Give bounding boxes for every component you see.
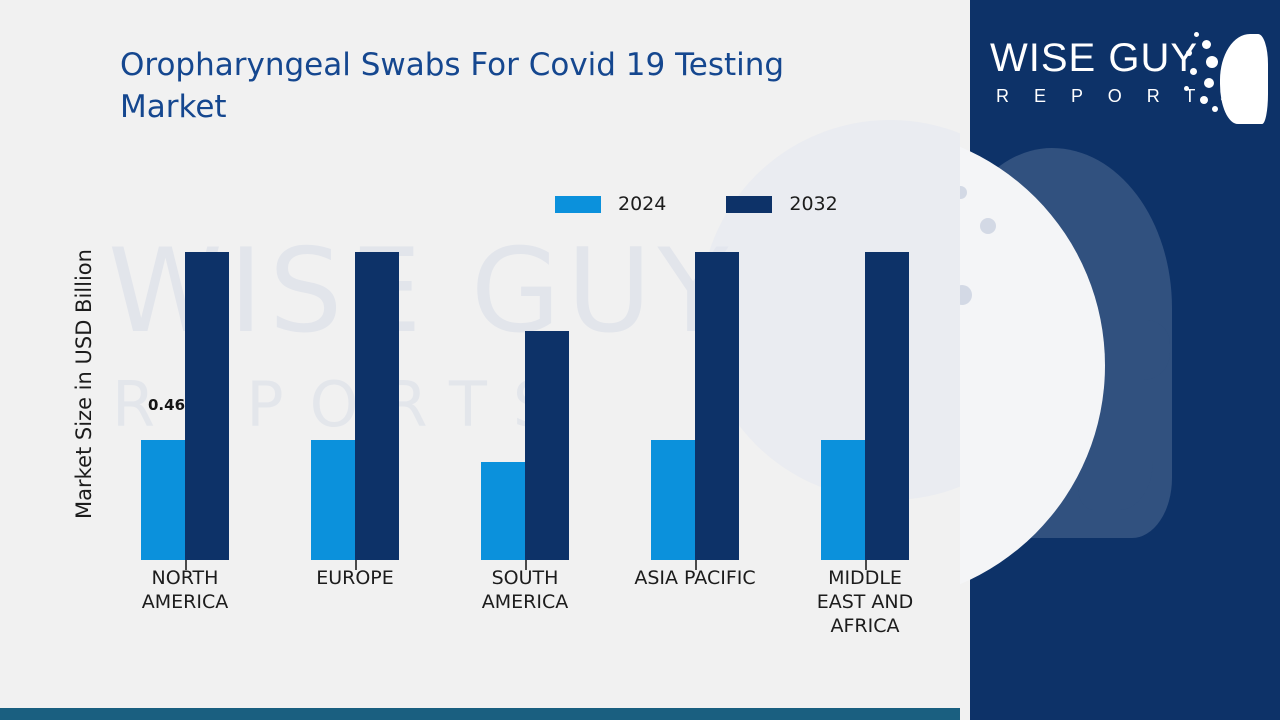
legend-label-2032: 2032 <box>789 193 838 215</box>
x-label-middle-east-and-africa: MIDDLE EAST AND AFRICA <box>816 567 914 637</box>
bar-2032-north-america[interactable] <box>185 252 229 560</box>
brand-panel: WISE GUY R E P O R T S <box>960 0 1280 720</box>
bar-2024-asia-pacific[interactable] <box>651 440 695 560</box>
molecule-dot-icon <box>960 186 967 199</box>
legend-swatch-2032 <box>726 195 773 213</box>
bar-2032-europe[interactable] <box>355 252 399 560</box>
bar-2024-south-america[interactable] <box>481 462 525 560</box>
chart-legend: 2024 2032 <box>555 193 838 215</box>
logo-dot-icon <box>1202 40 1211 49</box>
bar-2024-north-america[interactable] <box>141 440 185 560</box>
logo-head-profile-shape <box>1220 34 1268 124</box>
x-label-asia-pacific: ASIA PACIFIC <box>634 567 756 589</box>
logo-dot-icon <box>1186 50 1192 56</box>
x-label-north-america: NORTH AMERICA <box>141 567 229 613</box>
x-tick-south-america <box>525 560 527 570</box>
bar-2032-south-america[interactable] <box>525 331 569 560</box>
bar-group-europe: EUROPE <box>300 200 410 589</box>
bars-south-america <box>470 200 580 560</box>
legend-label-2024: 2024 <box>618 193 667 215</box>
bar-group-asia-pacific: ASIA PACIFIC <box>634 200 756 589</box>
logo-dot-icon <box>1184 86 1189 91</box>
logo-dot-icon <box>1206 56 1218 68</box>
bar-2032-asia-pacific[interactable] <box>695 252 739 560</box>
logo-wordmark: WISE GUY <box>990 36 1199 80</box>
bar-2032-middle-east-and-africa[interactable] <box>865 252 909 560</box>
page-title: Oropharyngeal Swabs For Covid 19 Testing… <box>120 47 785 125</box>
x-label-south-america: SOUTH AMERICA <box>481 567 569 613</box>
logo-tagline: R E P O R T S <box>996 86 1243 106</box>
head-nose-shape <box>1110 320 1170 380</box>
bars-middle-east-and-africa <box>810 200 920 560</box>
bar-group-middle-east-and-africa: MIDDLE EAST AND AFRICA <box>810 200 920 637</box>
legend-item-2032[interactable]: 2032 <box>726 193 838 215</box>
bars-north-america <box>130 200 240 560</box>
bar-group-south-america: SOUTH AMERICA <box>470 200 580 613</box>
molecule-dot-icon <box>960 285 972 305</box>
x-tick-asia-pacific <box>695 560 697 570</box>
legend-item-2024[interactable]: 2024 <box>555 193 666 215</box>
chart-panel: WISE GUY REPORTS Oropharyngeal Swabs For… <box>0 47 960 720</box>
y-axis-label: Market Size in USD Billion <box>72 249 96 519</box>
bar-2024-europe[interactable] <box>311 440 355 560</box>
footer-accent-bar <box>0 708 960 720</box>
x-label-europe: EUROPE <box>316 567 394 589</box>
x-tick-north-america <box>185 560 187 570</box>
logo-dot-icon <box>1212 106 1218 112</box>
bars-asia-pacific <box>640 200 750 560</box>
brand-logo: WISE GUY R E P O R T S <box>990 32 1268 124</box>
x-tick-europe <box>355 560 357 570</box>
x-tick-middle-east-and-africa <box>865 560 867 570</box>
logo-dot-icon <box>1200 96 1208 104</box>
bars-europe <box>300 200 410 560</box>
logo-dot-icon <box>1194 32 1199 37</box>
logo-head-icon <box>1180 30 1270 128</box>
logo-dot-icon <box>1204 78 1214 88</box>
legend-swatch-2024 <box>555 195 601 213</box>
bar-group-north-america: 0.46 NORTH AMERICA <box>130 200 240 613</box>
bar-value-north-america-2024: 0.46 <box>148 396 186 414</box>
logo-dot-icon <box>1190 68 1197 75</box>
plot-area: 0.46 NORTH AMERICA EUROPE <box>110 200 940 637</box>
bar-2024-middle-east-and-africa[interactable] <box>821 440 865 560</box>
molecule-dot-icon <box>980 218 996 234</box>
